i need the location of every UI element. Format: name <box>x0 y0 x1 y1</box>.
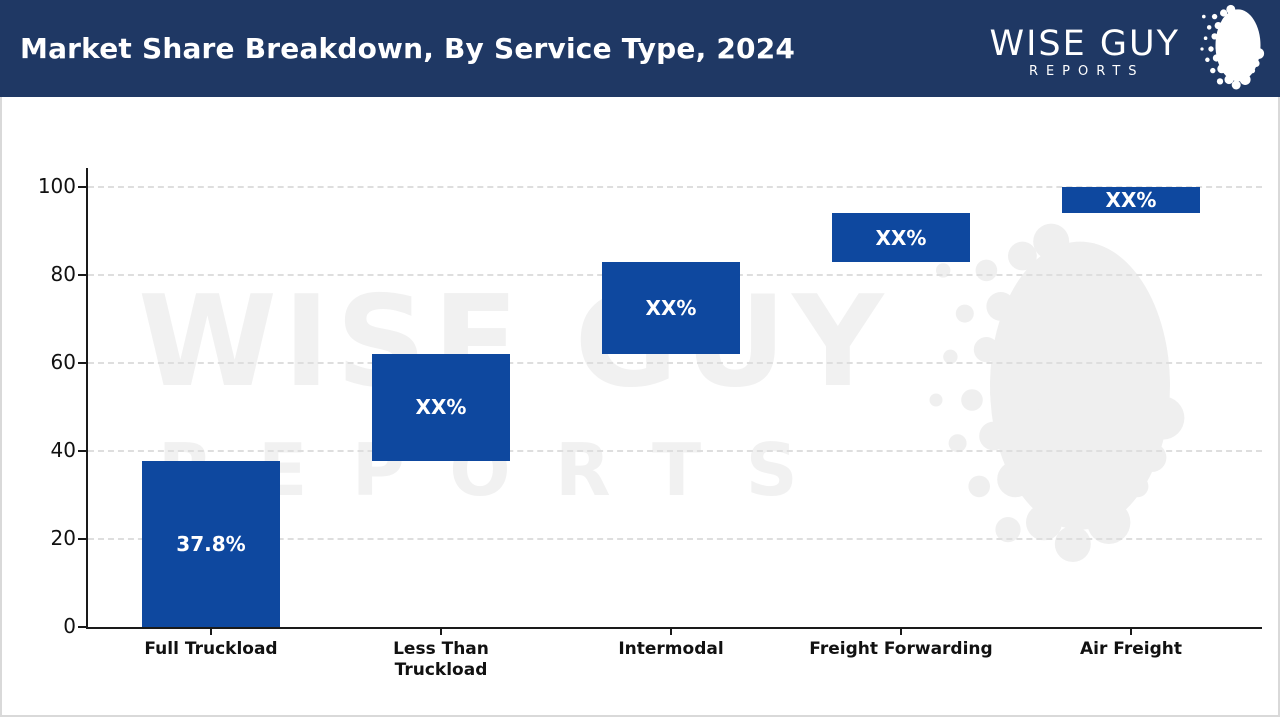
bar-value-label: XX% <box>645 295 697 320</box>
y-tick-label: 20 <box>50 526 76 550</box>
x-axis-tick <box>210 629 212 635</box>
bar: XX% <box>602 261 740 355</box>
y-tick-label: 40 <box>50 438 76 462</box>
bar: 37.8% <box>142 460 280 627</box>
bar-value-label: 37.8% <box>176 531 246 556</box>
y-tick-label: 60 <box>50 350 76 374</box>
brand-name: WISE GUY <box>989 24 1180 64</box>
gridline <box>88 450 1262 452</box>
y-tick-label: 80 <box>50 262 76 286</box>
y-tick-label: 0 <box>63 614 76 638</box>
gridline <box>88 362 1262 364</box>
y-axis-tick <box>78 362 88 364</box>
bar: XX% <box>372 354 510 461</box>
x-category-label: Intermodal <box>618 639 724 659</box>
y-axis-tick <box>78 186 88 188</box>
bar-value-label: XX% <box>415 395 467 420</box>
gridline <box>88 538 1262 540</box>
x-category-label: Freight Forwarding <box>809 639 993 659</box>
y-axis-tick <box>78 450 88 452</box>
x-category-label: Full Truckload <box>144 639 278 659</box>
bar-value-label: XX% <box>875 225 927 250</box>
watermark-wordmark: WISE GUY <box>138 268 890 415</box>
x-axis-tick <box>1130 629 1132 635</box>
brand-wordmark: WISE GUY REPORTS <box>989 24 1180 80</box>
x-axis-tick <box>440 629 442 635</box>
x-category-label: Air Freight <box>1080 639 1182 659</box>
brand-logo: WISE GUY REPORTS <box>989 4 1266 94</box>
gridline <box>88 186 1262 188</box>
bar: XX% <box>1062 187 1200 214</box>
header: Market Share Breakdown, By Service Type,… <box>0 0 1280 97</box>
x-category-label: Less Than Truckload <box>393 639 489 681</box>
x-axis-tick <box>670 629 672 635</box>
brand-head-icon <box>1200 4 1265 90</box>
y-axis-tick <box>78 538 88 540</box>
y-tick-label: 100 <box>37 174 76 198</box>
x-axis-line <box>86 627 1262 629</box>
bar: XX% <box>832 213 970 262</box>
y-axis-line <box>86 168 88 629</box>
y-axis-tick <box>78 626 88 628</box>
x-axis-tick <box>900 629 902 635</box>
y-axis-tick <box>78 274 88 276</box>
brand-subtitle: REPORTS <box>1028 64 1145 79</box>
chart-title: Market Share Breakdown, By Service Type,… <box>20 32 796 65</box>
bar-value-label: XX% <box>1105 188 1157 213</box>
